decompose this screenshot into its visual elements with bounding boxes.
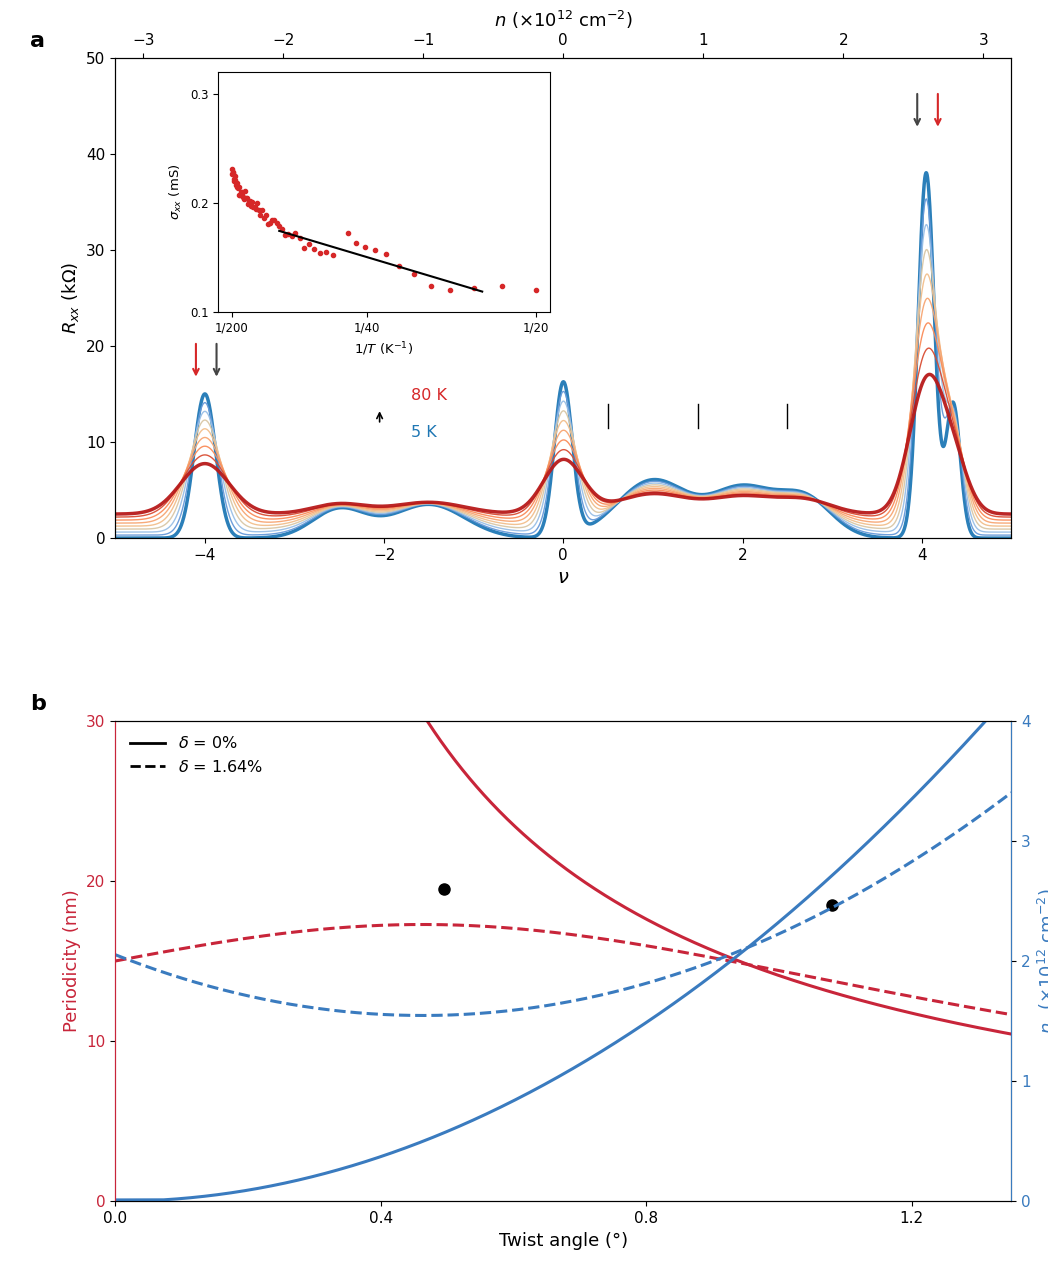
X-axis label: $n$ ($\times$10$^{12}$ cm$^{-2}$): $n$ ($\times$10$^{12}$ cm$^{-2}$) — [494, 9, 633, 31]
Y-axis label: Periodicity (nm): Periodicity (nm) — [63, 889, 81, 1033]
Text: 80 K: 80 K — [411, 389, 447, 404]
Text: b: b — [30, 694, 46, 714]
Y-axis label: $R_{xx}$ (kΩ): $R_{xx}$ (kΩ) — [60, 262, 81, 334]
X-axis label: Twist angle (°): Twist angle (°) — [499, 1232, 628, 1250]
Text: a: a — [30, 31, 45, 51]
Text: 5 K: 5 K — [411, 424, 437, 440]
X-axis label: $\nu$: $\nu$ — [558, 569, 569, 588]
Y-axis label: $n_s$ ($\times$10$^{12}$ cm$^{-2}$): $n_s$ ($\times$10$^{12}$ cm$^{-2}$) — [1036, 888, 1048, 1034]
Legend: $\delta$ = 0%, $\delta$ = 1.64%: $\delta$ = 0%, $\delta$ = 1.64% — [124, 728, 269, 781]
